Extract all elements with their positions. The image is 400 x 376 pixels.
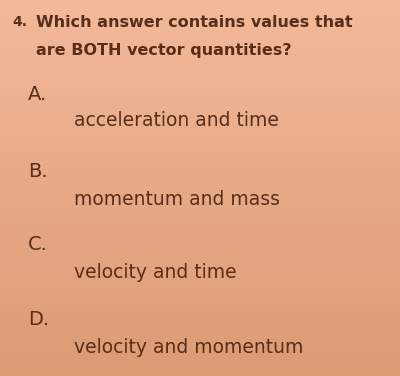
- Text: D.: D.: [28, 310, 49, 329]
- Text: 4.: 4.: [12, 15, 27, 29]
- Text: acceleration and time: acceleration and time: [74, 111, 279, 130]
- Text: Which answer contains values that: Which answer contains values that: [36, 15, 353, 30]
- Text: momentum and mass: momentum and mass: [74, 190, 280, 209]
- Text: C.: C.: [28, 235, 48, 254]
- Text: velocity and time: velocity and time: [74, 263, 237, 282]
- Text: velocity and momentum: velocity and momentum: [74, 338, 303, 358]
- Text: B.: B.: [28, 162, 48, 181]
- Text: A.: A.: [28, 85, 47, 104]
- Text: are BOTH vector quantities?: are BOTH vector quantities?: [36, 43, 292, 58]
